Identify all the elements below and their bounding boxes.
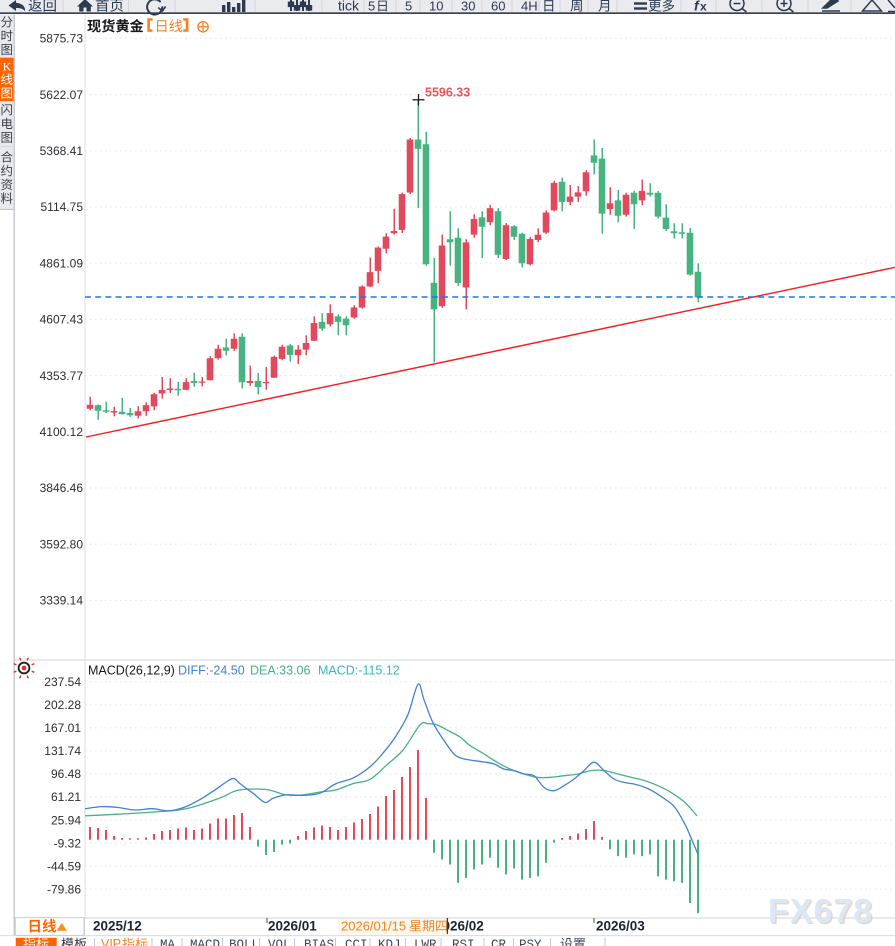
svg-text:f: f [694,0,700,14]
svg-text:2026/01: 2026/01 [268,919,317,934]
svg-text:5114.75: 5114.75 [41,200,84,214]
svg-text:60: 60 [491,0,505,14]
svg-text:tick: tick [338,0,360,14]
svg-text:CR: CR [491,938,507,946]
svg-text:25.94: 25.94 [51,813,81,827]
svg-text:MACD: MACD [190,938,220,946]
svg-text:2026/01/15: 2026/01/15 [341,919,406,934]
svg-text:-9.32: -9.32 [54,836,82,850]
svg-text:4H: 4H [521,0,538,14]
svg-text:3339.14: 3339.14 [40,594,84,608]
svg-text:2025/12: 2025/12 [93,919,142,934]
svg-text:LWR: LWR [414,938,437,946]
svg-text:167.01: 167.01 [44,721,81,735]
svg-text:VIP: VIP [101,937,121,946]
svg-text:DEA:33.06: DEA:33.06 [250,664,311,678]
svg-text:5368.41: 5368.41 [40,144,84,158]
svg-text:MACD:-115.12: MACD:-115.12 [318,664,400,678]
svg-text:30: 30 [461,0,475,14]
svg-text:3846.46: 3846.46 [40,481,84,495]
svg-text:5596.33: 5596.33 [425,86,470,100]
svg-text:BIAS: BIAS [304,938,334,946]
svg-text:4353.77: 4353.77 [40,369,84,383]
svg-text:96.48: 96.48 [51,767,81,781]
svg-text:PSY: PSY [519,938,542,946]
svg-text:CCI: CCI [345,938,368,946]
svg-text:4607.43: 4607.43 [40,313,84,327]
svg-text:61.21: 61.21 [51,790,81,804]
svg-text:K: K [3,59,12,73]
svg-text:4861.09: 4861.09 [40,256,84,270]
svg-text:FX678: FX678 [770,894,875,932]
svg-text:2026/03: 2026/03 [596,919,645,934]
svg-text:MACD(26,12,9): MACD(26,12,9) [88,664,175,678]
svg-text:5: 5 [368,0,375,14]
svg-text:KDJ: KDJ [378,938,401,946]
svg-text:10: 10 [429,0,443,14]
svg-text:202.28: 202.28 [44,698,81,712]
svg-text:MA: MA [160,938,176,946]
svg-text:3592.80: 3592.80 [40,537,84,551]
svg-text:x: x [700,0,707,14]
svg-text:5622.07: 5622.07 [40,88,84,102]
svg-text:5875.73: 5875.73 [40,32,84,46]
svg-text:237.54: 237.54 [44,675,81,689]
svg-text:-79.86: -79.86 [47,883,81,897]
svg-text:FX678: FX678 [768,893,873,931]
svg-text:5: 5 [405,0,412,14]
svg-text:BOLL: BOLL [229,938,259,946]
svg-text:VOL: VOL [268,938,291,946]
svg-text:RSI: RSI [452,938,475,946]
svg-text:4100.12: 4100.12 [40,425,84,439]
svg-text:-44.59: -44.59 [47,859,81,873]
svg-text:131.74: 131.74 [44,744,81,758]
svg-text:DIFF:-24.50: DIFF:-24.50 [178,664,245,678]
